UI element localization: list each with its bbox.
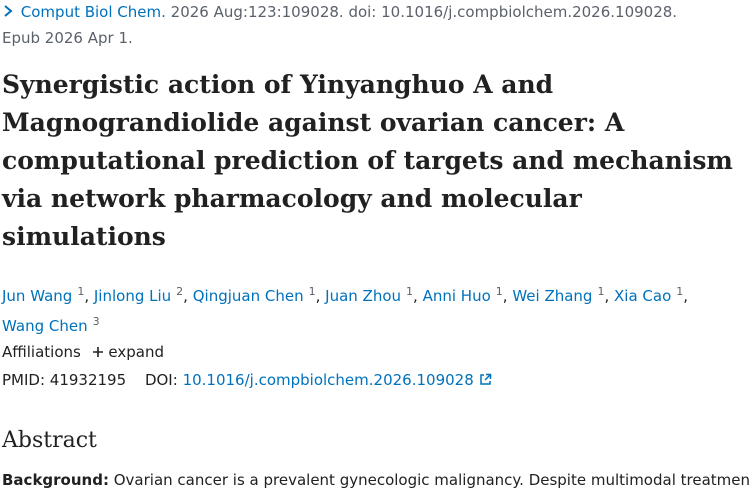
author: Anni Huo 1, — [422, 285, 508, 305]
doi-label: DOI: — [144, 371, 178, 389]
article-title: Synergistic action of Yinyanghuo A and M… — [2, 70, 733, 251]
affiliation-number[interactable]: 2 — [176, 285, 184, 298]
author: Jun Wang 1, — [2, 285, 90, 305]
affiliation-number[interactable]: 1 — [77, 285, 85, 298]
affiliations-row: Affiliations expand — [2, 343, 164, 361]
citation: Comput Biol Chem. 2026 Aug:123:109028. d… — [2, 3, 677, 21]
author-name[interactable]: Qingjuan Chen — [192, 287, 304, 305]
affiliation-number[interactable]: 1 — [597, 285, 605, 298]
author-name[interactable]: Anni Huo — [422, 287, 491, 305]
affiliation-number[interactable]: 3 — [92, 315, 100, 328]
pmid: 41932195 — [49, 371, 127, 389]
author-separator: , — [315, 287, 321, 305]
abstract-text: Ovarian cancer is a prevalent gynecologi… — [113, 471, 750, 489]
author-separator: , — [604, 287, 610, 305]
author-separator: , — [413, 287, 418, 305]
author-name[interactable]: Jinlong Liu — [93, 287, 172, 305]
abstract-paragraph: Background: Ovarian cancer is a prevalen… — [2, 471, 750, 489]
author: Juan Zhou 1, — [325, 285, 418, 305]
citation-details: 2026 Aug:123:109028. doi: 10.1016/j.comp… — [170, 3, 678, 21]
author-name[interactable]: Xia Cao — [614, 287, 672, 305]
author-separator: , — [183, 287, 188, 305]
journal-link[interactable]: Comput Biol Chem. — [20, 3, 166, 21]
author: Wei Zhang 1, — [512, 285, 610, 305]
identifiers: PMID: 41932195 DOI: 10.1016/j.compbiolch… — [2, 371, 492, 389]
author-separator: , — [502, 287, 508, 305]
author-separator: , — [84, 287, 90, 305]
author-name[interactable]: Wang Chen — [2, 317, 88, 335]
author-list: Jun Wang 1, Jinlong Liu 2, Qingjuan Chen 1,… — [2, 279, 737, 339]
author-name[interactable]: Wei Zhang — [512, 287, 593, 305]
affiliation-number[interactable]: 1 — [676, 285, 684, 298]
expand-text[interactable]: expand — [108, 343, 164, 361]
author-name[interactable]: Juan Zhou — [325, 287, 402, 305]
author-separator: , — [683, 287, 689, 305]
author: Wang Chen 3 — [2, 315, 100, 335]
external-link-icon — [479, 373, 491, 385]
author: Qingjuan Chen 1, — [192, 285, 321, 305]
author: Jinlong Liu 2, — [93, 285, 188, 305]
abstract-label: Background: — [2, 471, 109, 489]
author-name[interactable]: Jun Wang — [2, 287, 73, 305]
affiliation-number[interactable]: 1 — [406, 285, 414, 298]
epub-date: Epub 2026 Apr 1. — [2, 29, 133, 47]
doi-link[interactable]: 10.1016/j.compbiolchem.2026.109028 — [182, 371, 474, 389]
abstract-heading: Abstract — [2, 428, 97, 453]
affiliations-label: Affiliations — [2, 343, 81, 361]
author: Xia Cao 1, — [614, 285, 689, 305]
expand-toggle[interactable]: expand — [92, 343, 164, 361]
pmid-label: PMID: — [2, 371, 46, 389]
chevron-icon — [4, 5, 13, 17]
affiliation-number[interactable]: 1 — [495, 285, 503, 298]
plus-icon — [92, 347, 103, 357]
affiliation-number[interactable]: 1 — [308, 285, 316, 298]
